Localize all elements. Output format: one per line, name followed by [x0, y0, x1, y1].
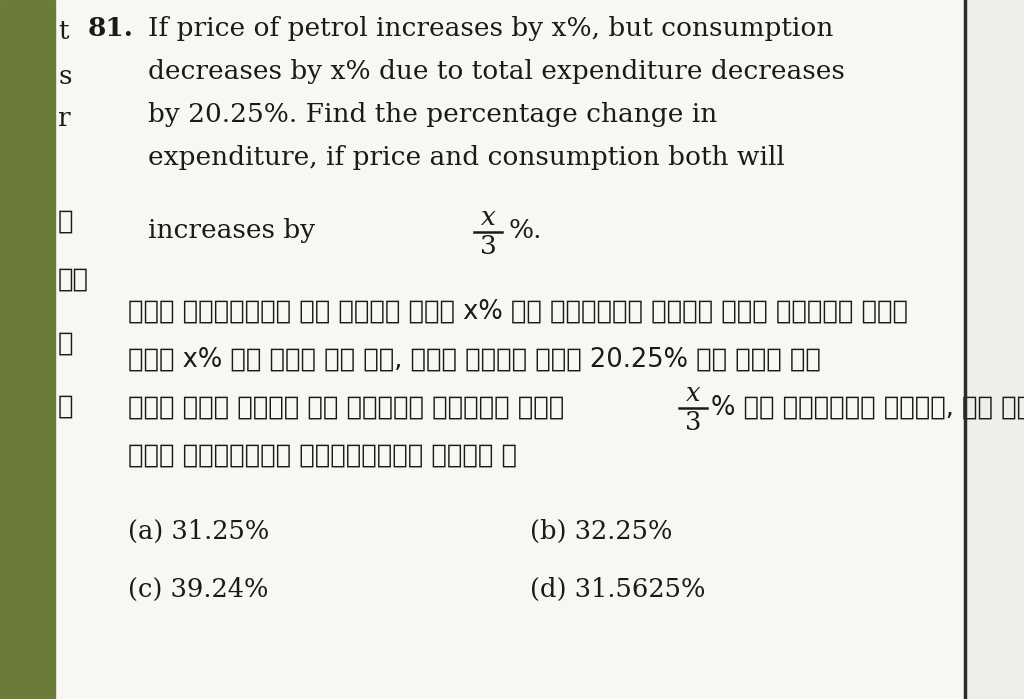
Text: s: s — [58, 64, 72, 89]
Text: 81.: 81. — [88, 16, 134, 41]
Bar — [0, 0, 55, 699]
Text: त: त — [58, 209, 74, 235]
Text: (c) 39.24%: (c) 39.24% — [128, 577, 268, 602]
Text: ट: ट — [58, 331, 74, 357]
Text: expenditure, if price and consumption both will: expenditure, if price and consumption bo… — [148, 145, 784, 170]
Text: x: x — [686, 381, 700, 406]
Text: % की वृद्धि होगी, तो व्यय: % की वृद्धि होगी, तो व्यय — [711, 394, 1024, 420]
Text: ड़: ड़ — [58, 267, 89, 293]
Text: t: t — [58, 19, 69, 44]
Text: r: r — [58, 106, 71, 131]
Text: decreases by x% due to total expenditure decreases: decreases by x% due to total expenditure… — [148, 59, 845, 84]
Text: If price of petrol increases by x%, but consumption: If price of petrol increases by x%, but … — [148, 16, 834, 41]
Text: by 20.25%. Find the percentage change in: by 20.25%. Find the percentage change in — [148, 102, 717, 127]
Bar — [55, 0, 965, 699]
Text: त: त — [58, 394, 74, 420]
Text: (b) 32.25%: (b) 32.25% — [530, 519, 673, 544]
Text: यदि पेट्रोल की कीमत में x% की वृद्धि होती है। लेकिन खपत: यदि पेट्रोल की कीमत में x% की वृद्धि होत… — [128, 298, 908, 324]
Text: में प्रतिशत परिवर्तन खोजे ।: में प्रतिशत परिवर्तन खोजे । — [128, 442, 517, 468]
Text: (d) 31.5625%: (d) 31.5625% — [530, 577, 706, 602]
Text: %.: %. — [508, 218, 542, 243]
Text: है। यदि व्यय और उपभोग दोनों में: है। यदि व्यय और उपभोग दोनों में — [128, 394, 564, 420]
Text: में x% की कमी आई है, कुल खर्च में 20.25% की कमी आई: में x% की कमी आई है, कुल खर्च में 20.25%… — [128, 346, 821, 372]
Text: increases by: increases by — [148, 218, 315, 243]
Text: x: x — [480, 205, 496, 230]
Text: 3: 3 — [479, 234, 497, 259]
Text: 3: 3 — [685, 410, 701, 435]
Text: (a) 31.25%: (a) 31.25% — [128, 519, 269, 544]
